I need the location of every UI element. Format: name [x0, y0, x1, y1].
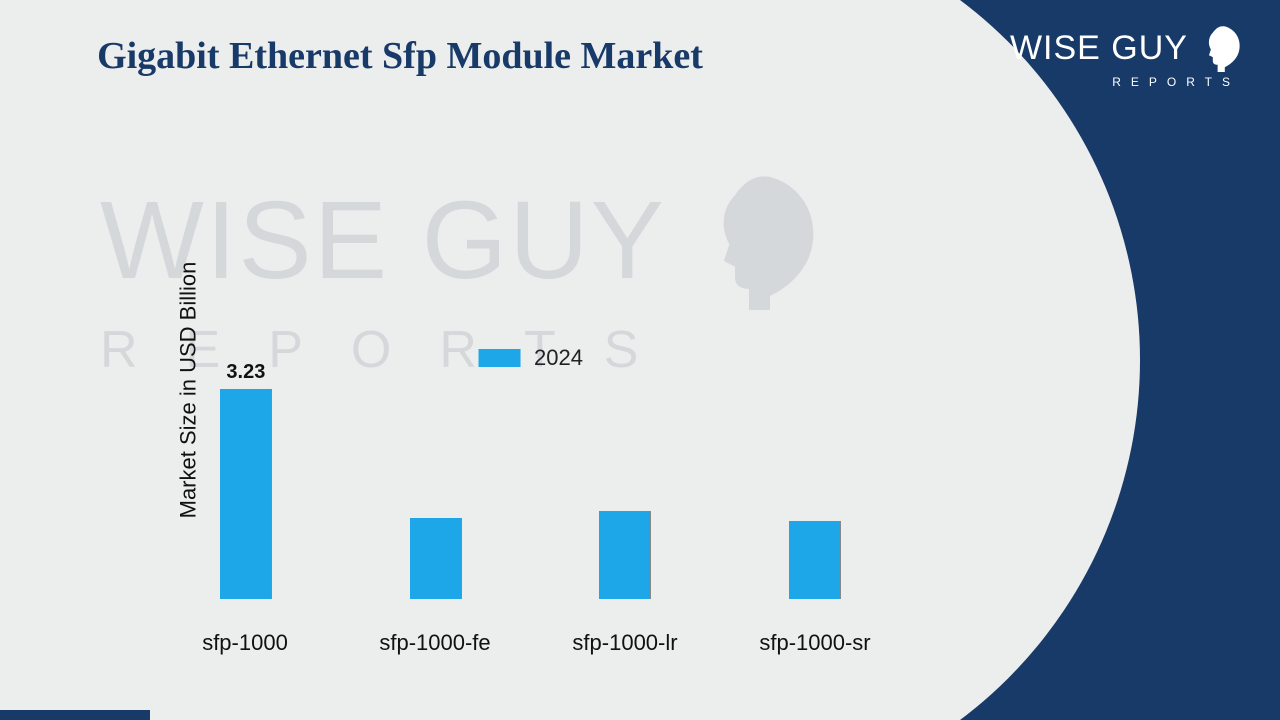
- x-label-0: sfp-1000: [170, 630, 320, 656]
- brand-head-icon: [1196, 24, 1244, 72]
- brand-name: WISE GUY: [1010, 31, 1188, 65]
- bottom-accent: [0, 710, 150, 720]
- chart-title: Gigabit Ethernet Sfp Module Market: [0, 34, 800, 78]
- bar-value-0: 3.23: [226, 361, 265, 385]
- bar-group-2: [550, 483, 700, 599]
- bar-3: [789, 521, 841, 599]
- bar-group-0: 3.23: [171, 361, 321, 599]
- x-label-2: sfp-1000-lr: [550, 630, 700, 656]
- x-label-3: sfp-1000-sr: [740, 630, 890, 656]
- brand-logo: WISE GUY REPORTS: [1010, 24, 1244, 88]
- chart-area: Market Size in USD Billion 2024 3.23: [110, 130, 930, 650]
- plot-area: 2024 3.23: [150, 130, 910, 600]
- bar-0: [220, 389, 272, 599]
- x-label-1: sfp-1000-fe: [360, 630, 510, 656]
- chart-canvas: WISE GUY REPORTS Gigabit Ethernet Sfp Mo…: [0, 0, 1280, 720]
- bar-group-3: [740, 493, 890, 599]
- bar-group-1: [361, 490, 511, 599]
- bar-1: [410, 518, 462, 599]
- brand-subtitle: REPORTS: [1010, 76, 1240, 88]
- bar-2: [599, 511, 651, 599]
- x-labels: sfp-1000 sfp-1000-fe sfp-1000-lr sfp-100…: [150, 630, 910, 656]
- bars-container: 3.23: [151, 130, 910, 599]
